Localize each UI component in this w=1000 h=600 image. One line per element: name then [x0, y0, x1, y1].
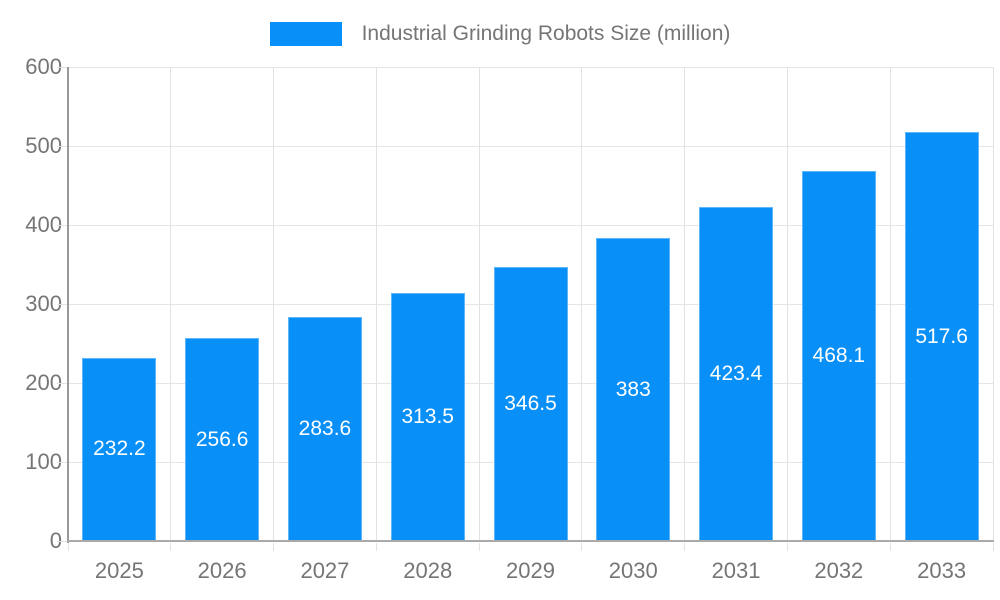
gridline-v	[478, 67, 480, 541]
bar-2027[interactable]: 283.6	[287, 316, 362, 541]
x-axis-tick-label: 2031	[711, 558, 761, 583]
bar-value-label: 232.2	[93, 437, 146, 461]
x-tick	[170, 543, 172, 551]
y-tick	[57, 303, 67, 305]
bar-value-label: 313.5	[401, 405, 454, 429]
bar-value-label: 383	[615, 377, 651, 401]
y-axis-tick-label: 500	[25, 133, 62, 158]
legend[interactable]: Industrial Grinding Robots Size (million…	[0, 16, 1000, 52]
bar-value-label: 423.4	[709, 361, 763, 385]
x-tick	[992, 543, 994, 551]
bar-2026[interactable]: 256.6	[185, 338, 260, 541]
gridline-v	[581, 67, 583, 541]
y-tick	[57, 461, 67, 463]
gridline-h	[68, 145, 993, 147]
gridline-v	[375, 67, 377, 541]
bar-2033[interactable]: 517.6	[904, 132, 979, 541]
bar-value-label: 468.1	[812, 344, 866, 368]
bar-2032[interactable]: 468.1	[801, 171, 876, 541]
gridline-h	[68, 66, 993, 68]
y-axis-tick-label: 0	[49, 528, 62, 553]
x-axis-tick-label: 2033	[917, 558, 967, 583]
x-tick	[684, 543, 686, 551]
y-tick	[57, 145, 67, 147]
x-tick	[67, 543, 69, 551]
x-tick	[478, 543, 480, 551]
y-tick	[57, 382, 67, 384]
x-tick	[581, 543, 583, 551]
bar-2025[interactable]: 232.2	[82, 357, 157, 541]
bar-2028[interactable]: 313.5	[390, 293, 465, 541]
y-tick	[57, 540, 67, 542]
y-axis-tick-label: 400	[25, 212, 62, 237]
y-axis-line	[67, 67, 69, 543]
y-axis-tick-label: 100	[25, 449, 62, 474]
legend-label: Industrial Grinding Robots Size (million…	[361, 22, 731, 45]
x-axis-tick-label: 2028	[403, 558, 453, 583]
gridline-v	[889, 67, 891, 541]
gridline-v	[992, 67, 994, 541]
bar-2029[interactable]: 346.5	[493, 267, 568, 541]
gridline-v	[786, 67, 788, 541]
gridline-h	[68, 224, 993, 226]
y-tick	[57, 224, 67, 226]
bar-value-label: 346.5	[504, 392, 557, 416]
x-tick	[273, 543, 275, 551]
bar-value-label: 256.6	[195, 427, 249, 451]
x-axis-tick-label: 2025	[94, 558, 144, 583]
x-axis-line	[67, 540, 994, 542]
x-axis-tick-label: 2032	[814, 558, 864, 583]
x-axis-tick-label: 2029	[506, 558, 555, 583]
y-axis-tick-label: 600	[25, 54, 62, 79]
x-axis-tick-label: 2030	[608, 558, 658, 583]
gridline-v	[273, 67, 275, 541]
x-tick	[375, 543, 377, 551]
bar-value-label: 517.6	[915, 324, 968, 348]
bar-value-label: 283.6	[298, 416, 352, 440]
x-tick	[889, 543, 891, 551]
x-tick	[786, 543, 788, 551]
plot-area: 232.2 256.6 283.6 313.5 346.5 383 423.4 468.1 51…	[68, 66, 994, 541]
y-tick	[57, 66, 67, 68]
bar-2031[interactable]: 423.4	[699, 206, 774, 541]
x-axis-tick-label: 2027	[300, 558, 350, 583]
y-axis-tick-label: 200	[25, 370, 62, 395]
bar-2030[interactable]: 383	[596, 238, 671, 541]
legend-swatch	[269, 22, 342, 46]
x-axis-tick-label: 2026	[197, 558, 247, 583]
gridline-v	[170, 67, 172, 541]
y-axis-tick-label: 300	[25, 291, 62, 316]
gridline-v	[684, 67, 686, 541]
